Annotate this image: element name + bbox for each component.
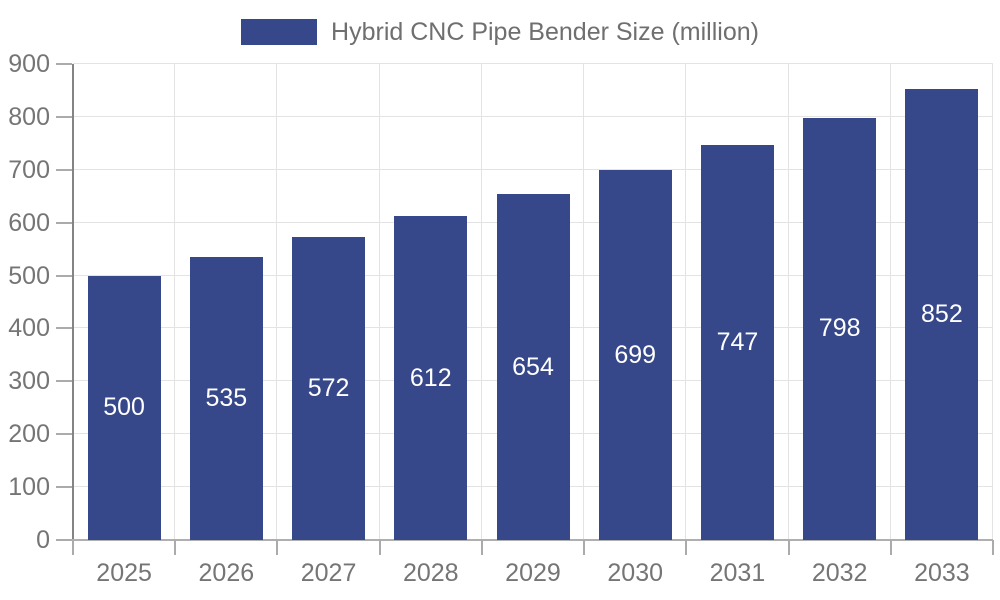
bar-2027: 572 (292, 237, 366, 540)
x-tick-label-2030: 2030 (607, 559, 664, 587)
y-tick-label-600: 600 (8, 208, 50, 237)
y-tick-800 (56, 115, 72, 118)
legend-label: Hybrid CNC Pipe Bender Size (million) (331, 17, 759, 46)
bar-2025: 500 (87, 275, 161, 540)
x-axis-tick-6 (685, 540, 688, 555)
bar-value-label-2029: 654 (512, 352, 554, 381)
chart-legend: Hybrid CNC Pipe Bender Size (million) (0, 17, 1000, 46)
bar-value-label-2030: 699 (614, 340, 657, 369)
bar-value-label-2026: 535 (205, 384, 248, 413)
x-gridline-5 (583, 64, 585, 540)
y-tick-400 (56, 327, 72, 330)
x-gridline-7 (787, 64, 789, 540)
y-tick-label-700: 700 (8, 155, 50, 184)
x-gridline-2 (276, 64, 278, 540)
x-axis-tick-3 (378, 540, 381, 555)
x-gridline-8 (889, 64, 891, 540)
bar-2028: 612 (394, 216, 468, 540)
bar-value-label-2033: 852 (921, 300, 963, 329)
x-gridline-4 (480, 64, 482, 540)
y-tick-700 (56, 168, 72, 171)
y-tick-label-200: 200 (8, 420, 50, 449)
y-tick-100 (56, 486, 72, 489)
bar-2029: 654 (496, 194, 570, 540)
legend-swatch (241, 19, 318, 45)
y-tick-label-500: 500 (8, 261, 50, 290)
x-gridline-1 (174, 64, 176, 540)
y-tick-label-0: 0 (36, 526, 50, 554)
x-axis-tick-8 (889, 540, 892, 555)
y-tick-label-100: 100 (8, 473, 50, 502)
y-gridline-700 (73, 168, 993, 170)
x-axis-tick-9 (992, 540, 994, 555)
x-tick-label-2029: 2029 (505, 559, 561, 587)
y-tick-300 (56, 380, 72, 383)
x-tick-label-2025: 2025 (96, 559, 152, 587)
x-gridline-6 (685, 64, 687, 540)
y-gridline-900 (73, 63, 993, 64)
bar-2030: 699 (598, 170, 672, 540)
y-axis-line (72, 64, 74, 540)
x-tick-label-2026: 2026 (198, 559, 255, 587)
x-gridline-3 (378, 64, 380, 540)
plot-area: 0 100 200 300 400 500 600 700 800 900 500 2025 535 20… (8, 51, 994, 587)
x-axis-tick-5 (583, 540, 586, 555)
y-tick-0 (56, 539, 72, 541)
x-gridline-9 (992, 64, 993, 540)
x-axis-line (72, 539, 993, 541)
bar-2033: 852 (905, 89, 979, 540)
bar-value-label-2027: 572 (307, 374, 350, 403)
x-tick-label-2033: 2033 (914, 559, 970, 587)
x-axis-tick-2 (276, 540, 279, 555)
x-axis-tick-4 (480, 540, 483, 555)
y-tick-label-400: 400 (8, 314, 50, 343)
bar-2031: 747 (700, 144, 774, 540)
y-tick-900 (56, 63, 72, 65)
bar-value-label-2025: 500 (103, 393, 145, 422)
x-tick-label-2027: 2027 (300, 559, 357, 587)
y-tick-500 (56, 274, 72, 277)
y-tick-600 (56, 221, 72, 224)
y-tick-label-900: 900 (8, 50, 50, 78)
x-axis-tick-1 (174, 540, 177, 555)
bar-value-label-2031: 747 (716, 327, 759, 356)
y-tick-label-800: 800 (8, 102, 50, 131)
y-tick-200 (56, 433, 72, 436)
bar-value-label-2028: 612 (409, 363, 452, 392)
bar-value-label-2032: 798 (818, 314, 861, 343)
x-tick-label-2032: 2032 (811, 559, 868, 587)
x-axis-tick-0 (72, 540, 74, 555)
x-tick-label-2031: 2031 (709, 559, 766, 587)
bar-2032: 798 (803, 117, 877, 540)
y-tick-label-300: 300 (8, 367, 50, 396)
y-gridline-800 (73, 115, 993, 117)
x-tick-label-2028: 2028 (402, 559, 459, 587)
x-axis-tick-7 (787, 540, 790, 555)
bar-2026: 535 (189, 257, 263, 540)
